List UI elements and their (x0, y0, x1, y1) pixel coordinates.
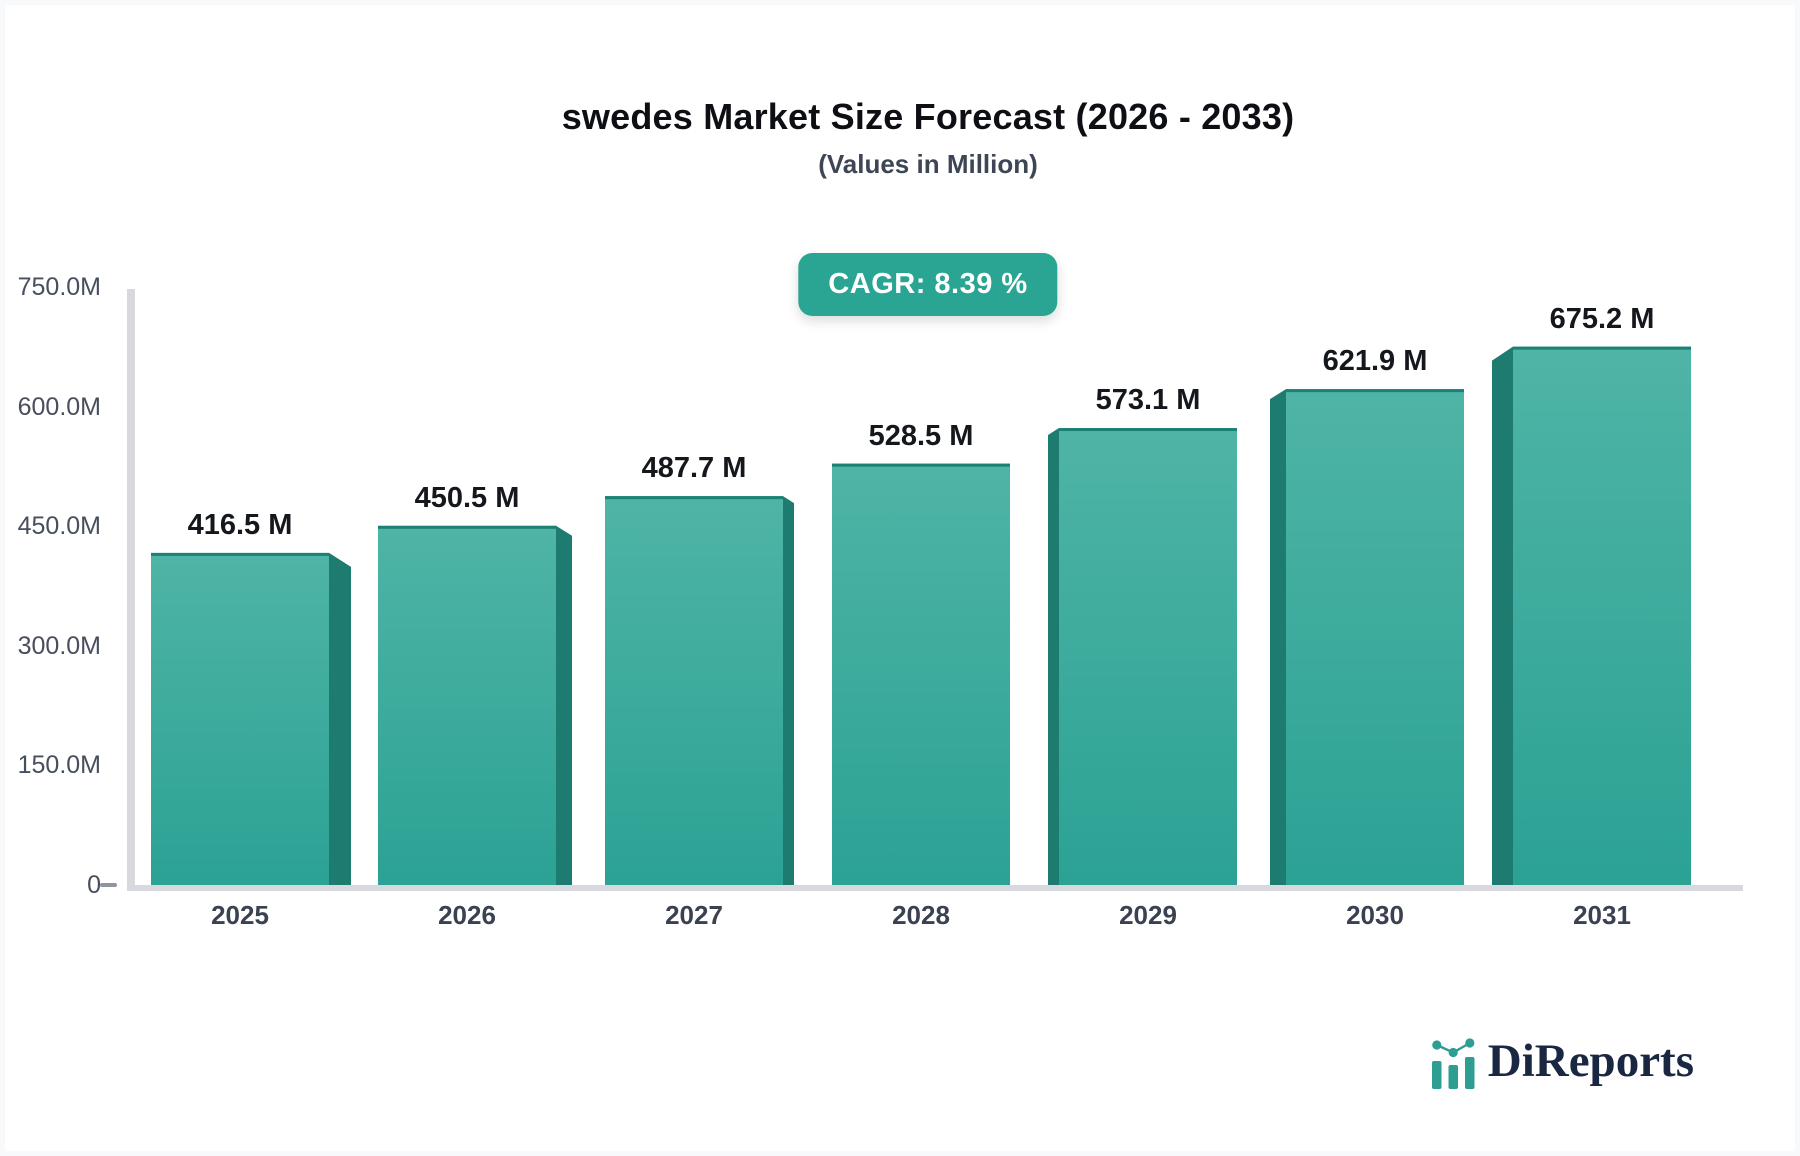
bar-value-label: 621.9 M (1322, 345, 1428, 378)
x-axis-label: 2029 (1119, 900, 1177, 930)
bar-2029 (1059, 428, 1237, 885)
bar-top-edge-2031 (1513, 346, 1691, 350)
bar-value-label: 416.5 M (187, 508, 293, 541)
x-axis-label: 2028 (892, 900, 950, 930)
bar-top-edge-2027 (605, 496, 783, 500)
bar-2028 (832, 463, 1010, 885)
bar-top-edge-2029 (1059, 428, 1237, 432)
bar-top-edge-2028 (832, 463, 1010, 467)
bar-2026 (378, 525, 556, 885)
logo-text: DiReports (1487, 1035, 1694, 1087)
bar-side-3d-2030 (1270, 389, 1286, 885)
y-axis-label: 600.0M (17, 392, 101, 421)
y-axis-label: 0 (87, 871, 101, 899)
y-axis-label: 300.0M (17, 631, 101, 660)
bar-value-label: 573.1 M (1095, 384, 1201, 417)
bar-top-edge-2025 (151, 552, 329, 556)
bar-value-label: 450.5 M (414, 481, 520, 514)
y-axis-line (127, 289, 135, 890)
chart-title: swedes Market Size Forecast (2026 - 2033… (561, 96, 1295, 137)
bar-value-label: 487.7 M (641, 452, 747, 485)
y-axis-label: 150.0M (17, 751, 101, 780)
bar-value-label: 675.2 M (1549, 302, 1655, 335)
x-axis-line (127, 885, 1743, 891)
x-axis-label: 2031 (1573, 900, 1631, 930)
cagr-badge-label: CAGR: 8.39 % (828, 268, 1028, 300)
direports-logo: DiReports (1428, 1031, 1694, 1091)
x-axis-label: 2025 (211, 900, 269, 930)
logo-chart-icon (1431, 1038, 1475, 1089)
bar-side-3d-2031 (1492, 346, 1513, 886)
cagr-badge: CAGR: 8.39 % (798, 253, 1058, 316)
x-axis-label: 2026 (438, 900, 496, 930)
bar-value-label: 528.5 M (868, 419, 974, 452)
bar-top-edge-2030 (1286, 389, 1464, 393)
bar-2030 (1286, 389, 1464, 885)
chart-subtitle: (Values in Million) (818, 149, 1038, 179)
bar-2027 (605, 496, 783, 885)
x-axis-label: 2027 (665, 900, 723, 930)
bar-2025 (151, 552, 329, 885)
bar-top-edge-2026 (378, 525, 556, 529)
bar-side-3d-2027 (783, 496, 794, 885)
y-axis-label: 450.0M (17, 512, 101, 541)
bar-side-3d-2026 (556, 525, 572, 885)
y-axis-label: 750.0M (17, 273, 101, 301)
bar-side-3d-2025 (329, 552, 351, 885)
bar-2031 (1513, 346, 1691, 886)
zero-tick-mark (100, 883, 117, 887)
x-axis-label: 2030 (1346, 900, 1404, 930)
bar-side-3d-2029 (1048, 428, 1059, 885)
